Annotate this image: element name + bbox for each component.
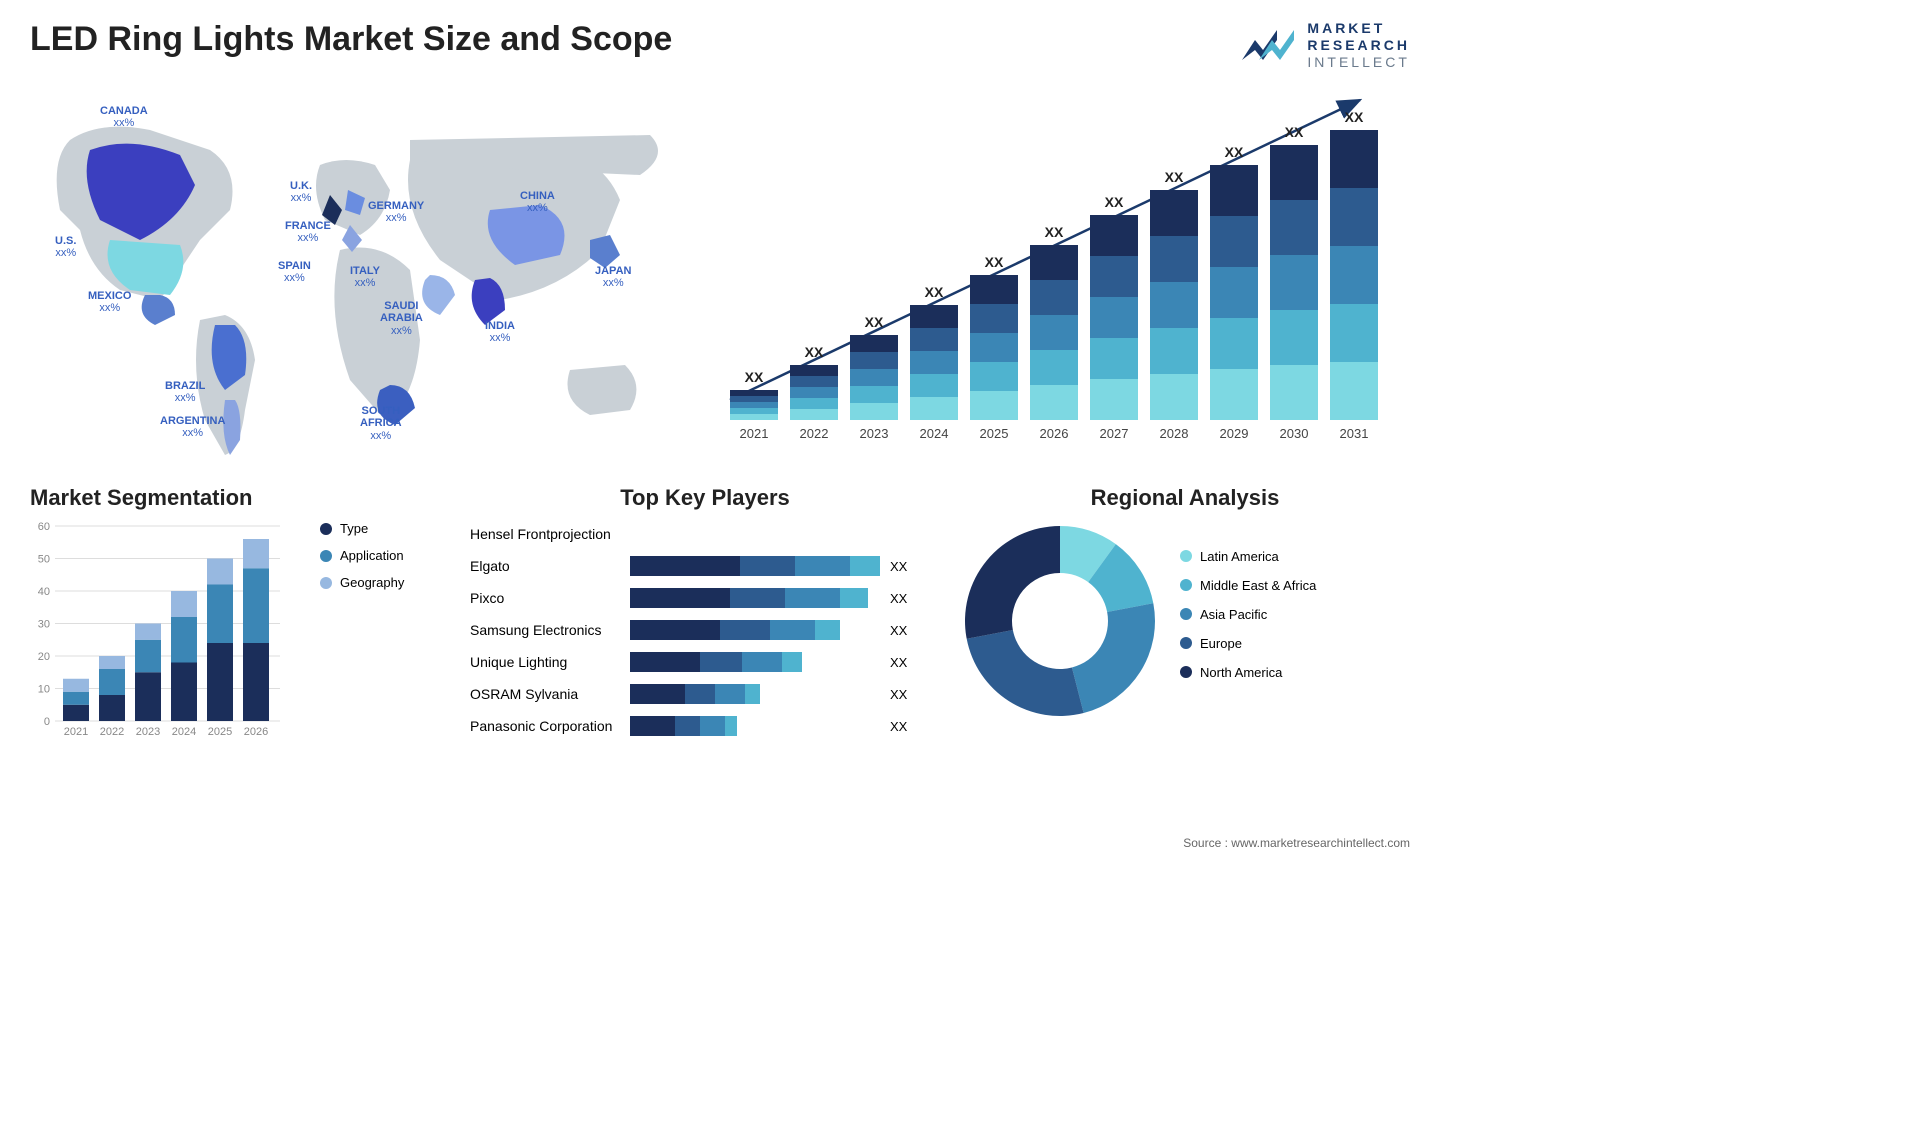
player-row: PixcoXX xyxy=(470,585,940,611)
svg-text:10: 10 xyxy=(38,684,50,696)
svg-text:2021: 2021 xyxy=(740,426,769,441)
map-label: SAUDIARABIAxx% xyxy=(380,300,423,336)
svg-text:2029: 2029 xyxy=(1220,426,1249,441)
map-label: U.K.xx% xyxy=(290,180,312,204)
svg-text:XX: XX xyxy=(805,344,824,360)
keyplayers-list: Hensel Frontprojection ElgatoXX PixcoXX Sa… xyxy=(470,521,940,739)
map-label: U.S.xx% xyxy=(55,235,76,259)
svg-text:2024: 2024 xyxy=(920,426,949,441)
svg-text:XX: XX xyxy=(985,254,1004,270)
legend-item: Europe xyxy=(1180,636,1316,651)
logo-icon xyxy=(1237,20,1297,70)
svg-text:2026: 2026 xyxy=(244,726,268,738)
legend-item: Type xyxy=(320,521,404,536)
svg-text:XX: XX xyxy=(865,314,884,330)
svg-text:2023: 2023 xyxy=(136,726,160,738)
forecast-chart: 2021 XX 2022 XX 2023 XX 2024 XX 2025 XX 2026 XX 2027… xyxy=(720,90,1410,470)
logo-line3: INTELLECT xyxy=(1307,54,1410,71)
svg-text:XX: XX xyxy=(1105,194,1124,210)
map-label: SPAINxx% xyxy=(278,260,311,284)
svg-text:2023: 2023 xyxy=(860,426,889,441)
segmentation-title: Market Segmentation xyxy=(30,485,450,511)
svg-text:2030: 2030 xyxy=(1280,426,1309,441)
brand-logo: MARKET RESEARCH INTELLECT xyxy=(1237,20,1410,70)
segmentation-chart: 0 10 20 30 40 50 60 2021 2022 2023 2024 2025 2026 xyxy=(30,521,280,741)
legend-item: Middle East & Africa xyxy=(1180,578,1316,593)
source-text: Source : www.marketresearchintellect.com xyxy=(1183,836,1410,850)
svg-text:40: 40 xyxy=(38,586,50,598)
world-map: CANADAxx% U.S.xx% MEXICOxx% BRAZILxx% ARGENT… xyxy=(30,90,690,470)
svg-text:2022: 2022 xyxy=(800,426,829,441)
regional-legend: Latin America Middle East & Africa Asia Pa… xyxy=(1180,549,1316,694)
map-label: MEXICOxx% xyxy=(88,290,131,314)
logo-line2: RESEARCH xyxy=(1307,37,1410,54)
player-row: Samsung ElectronicsXX xyxy=(470,617,940,643)
legend-item: Application xyxy=(320,548,404,563)
legend-item: Latin America xyxy=(1180,549,1316,564)
regional-donut xyxy=(960,521,1160,721)
player-row: Unique LightingXX xyxy=(470,649,940,675)
map-label: GERMANYxx% xyxy=(368,200,424,224)
svg-text:60: 60 xyxy=(38,521,50,533)
svg-text:2022: 2022 xyxy=(100,726,124,738)
player-row: OSRAM SylvaniaXX xyxy=(470,681,940,707)
svg-text:30: 30 xyxy=(38,619,50,631)
svg-text:2025: 2025 xyxy=(208,726,232,738)
logo-line1: MARKET xyxy=(1307,20,1410,37)
svg-text:2031: 2031 xyxy=(1340,426,1369,441)
map-label: FRANCExx% xyxy=(285,220,331,244)
map-label: ARGENTINAxx% xyxy=(160,415,225,439)
legend-item: North America xyxy=(1180,665,1316,680)
svg-text:XX: XX xyxy=(1165,169,1184,185)
map-label: JAPANxx% xyxy=(595,265,631,289)
svg-text:2028: 2028 xyxy=(1160,426,1189,441)
svg-text:2027: 2027 xyxy=(1100,426,1129,441)
svg-text:XX: XX xyxy=(1225,144,1244,160)
svg-text:0: 0 xyxy=(44,716,50,728)
map-label: BRAZILxx% xyxy=(165,380,205,404)
player-row: ElgatoXX xyxy=(470,553,940,579)
svg-text:2021: 2021 xyxy=(64,726,88,738)
segmentation-legend: Type Application Geography xyxy=(320,521,404,741)
svg-text:XX: XX xyxy=(1285,124,1304,140)
svg-text:2025: 2025 xyxy=(980,426,1009,441)
legend-item: Geography xyxy=(320,575,404,590)
page-title: LED Ring Lights Market Size and Scope xyxy=(30,20,672,59)
keyplayers-header: Hensel Frontprojection xyxy=(470,526,611,542)
player-row: Panasonic CorporationXX xyxy=(470,713,940,739)
svg-text:XX: XX xyxy=(1345,109,1364,125)
svg-text:50: 50 xyxy=(38,554,50,566)
map-label: INDIAxx% xyxy=(485,320,515,344)
map-label: ITALYxx% xyxy=(350,265,380,289)
svg-text:2026: 2026 xyxy=(1040,426,1069,441)
svg-text:XX: XX xyxy=(1045,224,1064,240)
svg-text:20: 20 xyxy=(38,651,50,663)
regional-title: Regional Analysis xyxy=(960,485,1410,511)
keyplayers-title: Top Key Players xyxy=(470,485,940,511)
svg-text:XX: XX xyxy=(925,284,944,300)
svg-text:XX: XX xyxy=(745,369,764,385)
map-label: CANADAxx% xyxy=(100,105,148,129)
map-label: CHINAxx% xyxy=(520,190,555,214)
map-label: SOUTHAFRICAxx% xyxy=(360,405,402,441)
legend-item: Asia Pacific xyxy=(1180,607,1316,622)
svg-text:2024: 2024 xyxy=(172,726,196,738)
